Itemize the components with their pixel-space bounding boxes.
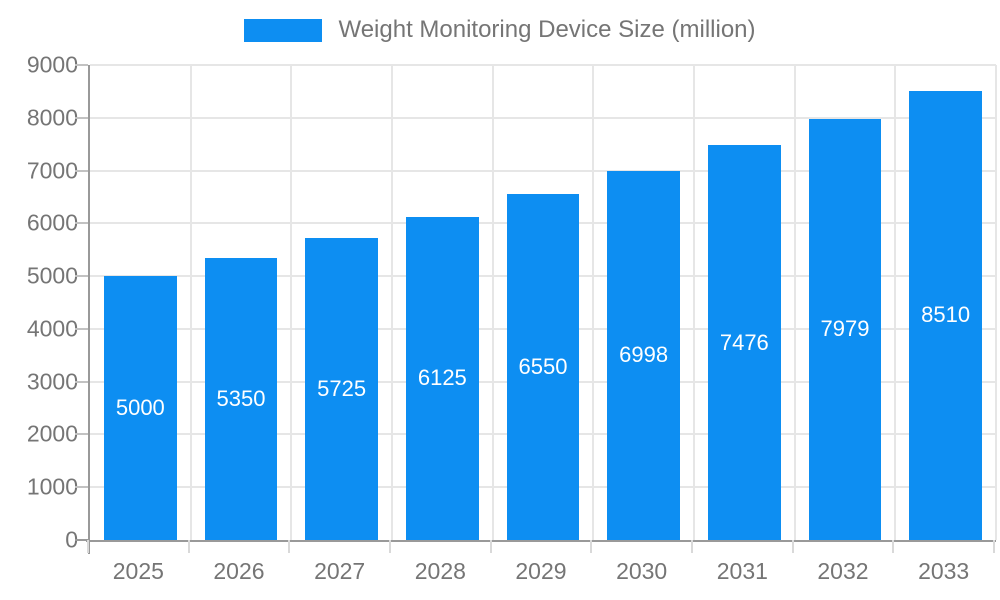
legend[interactable]: Weight Monitoring Device Size (million) xyxy=(0,16,1000,44)
y-tick-mark-5000 xyxy=(75,275,88,278)
y-tick-label-9000: 9000 xyxy=(26,51,78,78)
bar-2028[interactable] xyxy=(405,216,479,540)
y-tick-label-8000: 8000 xyxy=(26,104,78,131)
x-tick-label-2027: 2027 xyxy=(314,558,366,584)
x-tick-label-2029: 2029 xyxy=(515,558,567,584)
bar-2032[interactable] xyxy=(808,118,882,540)
y-tick-label-6000: 6000 xyxy=(26,209,78,236)
bar-2029[interactable] xyxy=(506,194,580,540)
legend-label: Weight Monitoring Device Size (million) xyxy=(338,16,756,43)
v-gridline-6 xyxy=(693,65,695,540)
bar-2030[interactable] xyxy=(607,170,681,540)
x-tick-mark-5 xyxy=(590,540,593,553)
v-gridline-5 xyxy=(592,65,595,540)
x-tick-mark-1 xyxy=(187,540,190,553)
v-gridline-8 xyxy=(894,65,897,540)
plot-area: 5000 5350 5725 6125 6550 6998 7476 7979 8510 xyxy=(88,64,997,540)
y-tick-mark-8000 xyxy=(75,116,88,119)
x-tick-label-2031: 2031 xyxy=(716,558,768,584)
y-tick-label-5000: 5000 xyxy=(26,262,78,289)
x-tick-mark-9 xyxy=(993,540,995,553)
legend-swatch-icon xyxy=(244,18,323,42)
x-tick-mark-0 xyxy=(87,540,89,553)
y-tick-mark-6000 xyxy=(75,222,88,225)
bar-2033[interactable] xyxy=(909,90,983,540)
x-tick-label-2025: 2025 xyxy=(112,558,164,584)
y-tick-label-4000: 4000 xyxy=(26,315,78,342)
y-tick-label-0: 0 xyxy=(65,526,78,553)
x-tick-mark-2 xyxy=(288,540,291,553)
x-tick-mark-7 xyxy=(791,540,794,553)
bar-2025[interactable] xyxy=(103,276,177,540)
y-tick-mark-7000 xyxy=(75,169,88,172)
v-gridline-1 xyxy=(189,65,192,540)
v-gridline-7 xyxy=(793,65,796,540)
y-tick-mark-9000 xyxy=(75,64,88,66)
x-tick-label-2028: 2028 xyxy=(414,558,466,584)
x-tick-label-2030: 2030 xyxy=(616,558,668,584)
y-tick-label-2000: 2000 xyxy=(26,420,78,447)
y-tick-label-1000: 1000 xyxy=(26,473,78,500)
x-tick-label-2026: 2026 xyxy=(213,558,265,584)
x-tick-label-2032: 2032 xyxy=(817,558,869,584)
x-axis-line xyxy=(86,540,996,542)
bar-2031[interactable] xyxy=(707,145,781,540)
x-tick-label-2033: 2033 xyxy=(918,558,970,584)
v-gridline-9 xyxy=(995,65,997,540)
bar-2027[interactable] xyxy=(305,237,379,540)
v-gridline-2 xyxy=(290,65,293,540)
x-tick-mark-3 xyxy=(389,540,391,553)
x-tick-mark-4 xyxy=(489,540,492,553)
v-gridline-3 xyxy=(391,65,393,540)
x-tick-mark-8 xyxy=(892,540,895,553)
y-tick-mark-1000 xyxy=(75,486,88,489)
y-axis-line-extension xyxy=(88,540,90,554)
x-tick-mark-6 xyxy=(691,540,693,553)
v-gridline-4 xyxy=(491,65,494,540)
h-gridline-8000 xyxy=(90,116,996,119)
y-tick-mark-3000 xyxy=(75,380,88,383)
y-tick-label-7000: 7000 xyxy=(26,157,78,184)
h-gridline-9000 xyxy=(90,64,996,66)
y-tick-mark-4000 xyxy=(75,327,88,330)
h-gridline-7000 xyxy=(90,169,996,172)
y-tick-label-3000: 3000 xyxy=(26,368,78,395)
y-tick-mark-2000 xyxy=(75,433,88,436)
y-tick-mark-0 xyxy=(75,539,88,541)
bar-2026[interactable] xyxy=(204,257,278,540)
